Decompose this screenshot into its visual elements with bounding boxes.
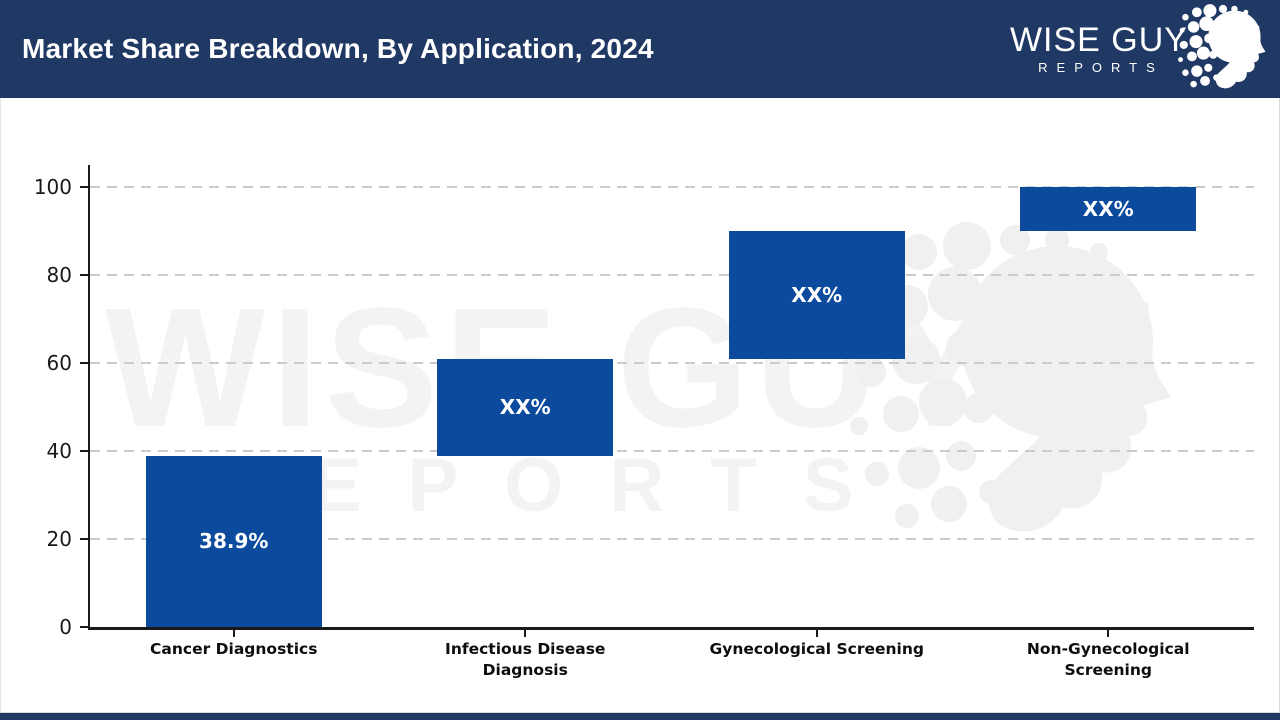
y-tick-mark xyxy=(80,274,88,276)
gridline xyxy=(90,362,1254,364)
category-label: Infectious Disease Diagnosis xyxy=(445,640,606,679)
y-tick-mark xyxy=(80,538,88,540)
wiseguy-logo-text: WISE GUY REPORTS xyxy=(1010,23,1188,75)
gridline xyxy=(90,450,1254,452)
bar-non-gynecological-screening: XX% xyxy=(1020,187,1197,231)
bar-infectious-disease-diagnosis: XX% xyxy=(437,358,614,456)
y-tick-mark xyxy=(80,186,88,188)
bar-value-label: 38.9% xyxy=(199,529,269,554)
wiseguy-logo: WISE GUY REPORTS xyxy=(1010,0,1272,98)
bar-value-label: XX% xyxy=(499,395,551,420)
x-tick-mark xyxy=(1107,630,1110,637)
y-tick-mark xyxy=(80,450,88,452)
category-label: Non-Gynecological Screening xyxy=(1026,640,1190,679)
x-tick-mark xyxy=(524,630,527,637)
x-tick-mark xyxy=(232,630,235,637)
y-tick-label: 100 xyxy=(33,175,72,199)
logo-wordmark: WISE GUY xyxy=(1009,21,1188,59)
footer-bar xyxy=(0,713,1280,720)
logo-subtitle: REPORTS xyxy=(1038,60,1164,75)
category-label: Cancer Diagnostics xyxy=(150,640,318,658)
x-axis-line xyxy=(88,627,1254,630)
y-tick-label: 20 xyxy=(46,527,72,551)
gridline xyxy=(90,274,1254,276)
bar-value-label: XX% xyxy=(1082,197,1134,221)
bar-value-label: XX% xyxy=(791,282,843,307)
page-title: Market Share Breakdown, By Application, … xyxy=(22,33,654,64)
header-bar: Market Share Breakdown, By Application, … xyxy=(0,0,1280,98)
y-tick-label: 60 xyxy=(46,351,72,375)
y-axis-line xyxy=(88,165,90,628)
y-tick-label: 40 xyxy=(46,439,72,463)
y-tick-mark xyxy=(80,626,88,628)
gridline xyxy=(90,186,1254,188)
y-tick-mark xyxy=(80,362,88,364)
category-label: Gynecological Screening xyxy=(709,640,924,658)
gridline xyxy=(90,538,1254,540)
x-tick-mark xyxy=(815,630,818,637)
bar-gynecological-screening: XX% xyxy=(728,231,905,359)
bar-cancer-diagnostics: 38.9% xyxy=(145,455,322,627)
y-tick-label: 80 xyxy=(46,263,72,287)
y-tick-label: 0 xyxy=(59,615,72,639)
